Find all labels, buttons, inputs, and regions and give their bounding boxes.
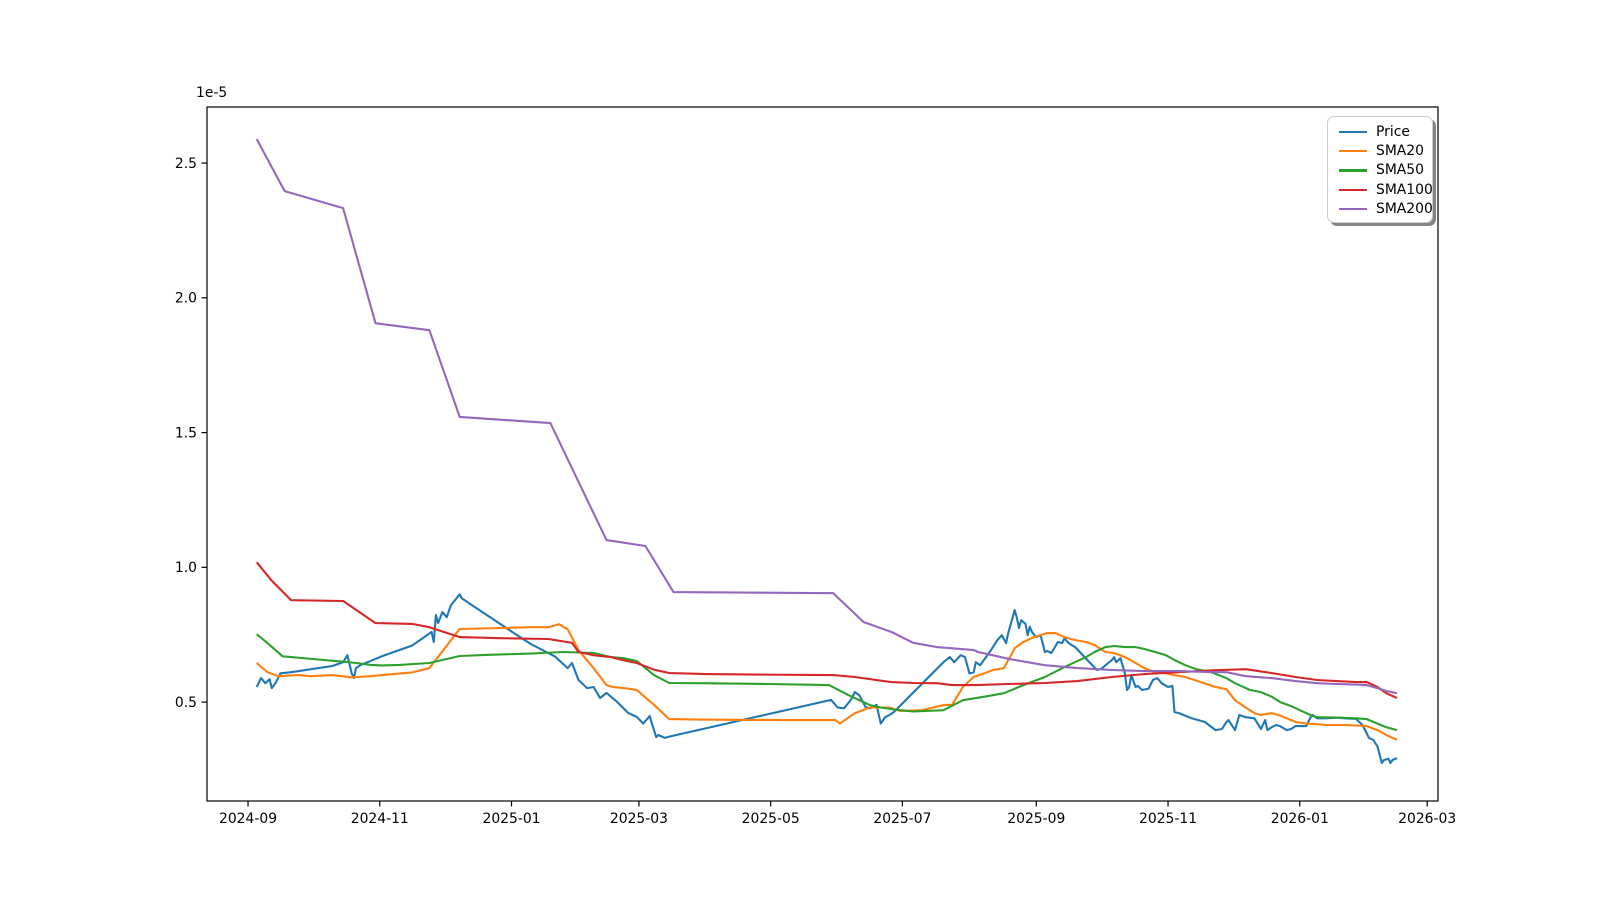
legend-label: SMA100 bbox=[1376, 181, 1433, 198]
x-tick-label: 2026-01 bbox=[1271, 811, 1329, 827]
series-lines bbox=[255, 138, 1398, 765]
legend-label: SMA200 bbox=[1376, 201, 1433, 218]
x-tick-label: 2025-09 bbox=[1007, 811, 1065, 827]
y-axis-offset-label: 1e-5 bbox=[196, 85, 228, 101]
legend-item-sma100: SMA100 bbox=[1339, 180, 1433, 199]
legend-line-swatch bbox=[1339, 169, 1367, 172]
x-axis-ticks: 2024-09 2024-11 2025-01 2025-03 2025-05 2025-… bbox=[219, 801, 1456, 827]
series-line-sma50 bbox=[256, 633, 1398, 732]
x-tick-label: 2024-11 bbox=[351, 811, 409, 827]
x-tick-label: 2024-09 bbox=[219, 811, 277, 827]
y-tick-label: 1.5 bbox=[175, 425, 197, 441]
legend: Price SMA20 SMA50 SMA100 SMA200 bbox=[1327, 116, 1433, 223]
legend-line-swatch bbox=[1339, 149, 1367, 153]
y-tick-label: 2.5 bbox=[175, 156, 197, 172]
series-line-sma20 bbox=[256, 623, 1398, 741]
series-line-sma100 bbox=[255, 561, 1398, 699]
series-line-sma200 bbox=[255, 138, 1398, 695]
x-tick-label: 2025-05 bbox=[742, 811, 800, 827]
x-tick-label: 2025-11 bbox=[1139, 811, 1197, 827]
legend-label: SMA20 bbox=[1376, 143, 1424, 160]
legend-line-swatch bbox=[1339, 130, 1367, 133]
y-tick-label: 2.0 bbox=[175, 291, 197, 307]
legend-line-swatch bbox=[1339, 188, 1367, 191]
legend-line-swatch bbox=[1339, 208, 1367, 211]
legend-label: Price bbox=[1376, 123, 1410, 140]
x-tick-label: 2025-01 bbox=[482, 811, 540, 827]
legend-item-sma200: SMA200 bbox=[1339, 200, 1433, 219]
x-tick-label: 2025-07 bbox=[873, 811, 931, 827]
legend-item-sma50: SMA50 bbox=[1339, 161, 1426, 180]
axes-spines bbox=[206, 106, 1439, 802]
series-line-price bbox=[255, 593, 1398, 765]
plot-border bbox=[206, 106, 1439, 802]
legend-item-price: Price bbox=[1339, 122, 1426, 141]
legend-item-sma20: SMA20 bbox=[1339, 141, 1426, 160]
legend-label: SMA50 bbox=[1376, 162, 1424, 179]
y-tick-label: 0.5 bbox=[175, 695, 197, 711]
x-tick-label: 2026-03 bbox=[1398, 811, 1456, 827]
x-tick-label: 2025-03 bbox=[610, 811, 668, 827]
y-axis-ticks: 0.5 1.0 1.5 2.0 2.5 bbox=[175, 156, 207, 711]
y-tick-label: 1.0 bbox=[175, 560, 197, 576]
